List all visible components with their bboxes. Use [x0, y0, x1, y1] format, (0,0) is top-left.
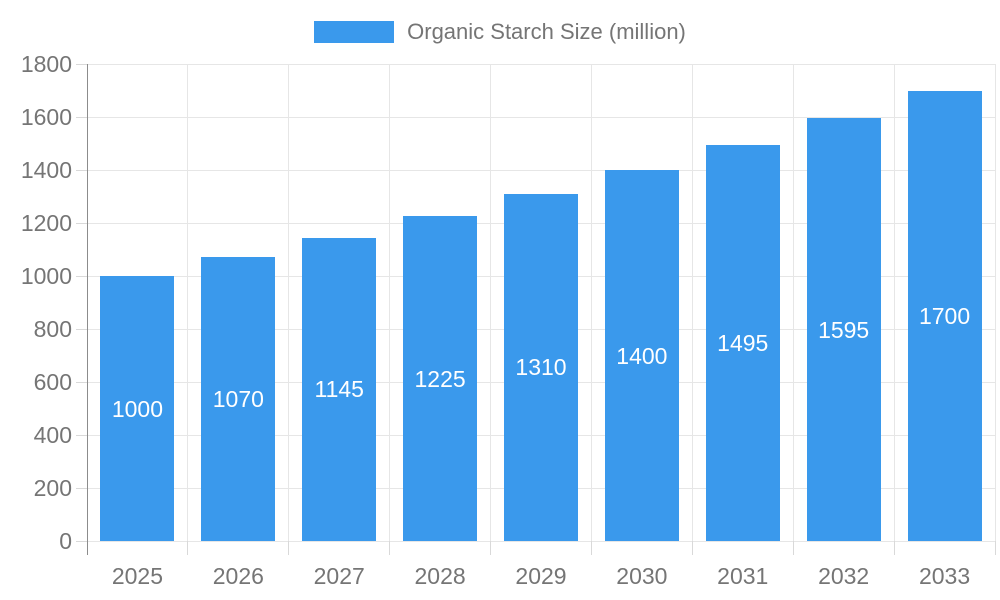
x-tick-label: 2025	[111, 563, 164, 589]
x-axis-tick	[288, 541, 290, 555]
x-gridline	[893, 64, 895, 541]
bar[interactable]	[201, 257, 276, 541]
legend-swatch-icon	[314, 21, 395, 43]
y-axis-tick	[76, 328, 87, 330]
y-axis-tick	[76, 169, 87, 171]
x-tick-label: 2027	[313, 563, 365, 589]
x-axis-tick	[792, 541, 794, 555]
bar-value-label: 1700	[918, 302, 971, 329]
bar-value-label: 1145	[314, 376, 364, 403]
bar[interactable]	[806, 118, 881, 541]
x-axis-tick	[691, 541, 693, 555]
x-axis-tick	[994, 541, 996, 555]
y-tick-label: 1000	[20, 263, 72, 289]
bar[interactable]	[504, 193, 578, 541]
y-axis-line	[86, 64, 88, 555]
x-axis-tick	[893, 541, 895, 555]
y-tick-label: 1600	[20, 104, 72, 130]
bar-value-label: 1225	[414, 365, 466, 392]
x-gridline	[994, 64, 996, 541]
y-gridline	[87, 63, 995, 65]
y-tick-label: 200	[33, 475, 72, 501]
bar[interactable]	[705, 144, 780, 541]
x-gridline	[691, 64, 693, 541]
y-tick-label: 1400	[20, 157, 72, 183]
y-gridline	[87, 116, 995, 118]
y-axis-tick	[76, 222, 87, 224]
x-axis-tick	[389, 541, 391, 555]
y-axis-tick	[76, 63, 87, 65]
y-axis-tick	[76, 434, 87, 436]
x-tick-label: 2031	[717, 563, 769, 589]
y-gridline	[87, 169, 995, 171]
x-axis-tick	[490, 541, 492, 555]
y-axis-tick	[76, 275, 87, 277]
x-gridline	[490, 64, 492, 541]
x-axis-tick	[590, 541, 592, 555]
chart-legend[interactable]: Organic Starch Size (million)	[0, 19, 1000, 45]
x-gridline	[389, 64, 391, 541]
y-axis-tick	[76, 540, 87, 542]
bar[interactable]	[907, 90, 982, 541]
x-gridline	[590, 64, 592, 541]
bar[interactable]	[403, 216, 478, 541]
bar-value-label: 1070	[212, 386, 264, 413]
bar-value-label: 1310	[515, 354, 567, 381]
x-gridline	[187, 64, 189, 541]
x-gridline	[288, 64, 290, 541]
y-gridline	[87, 540, 995, 542]
y-axis-tick	[76, 116, 87, 118]
y-axis-tick	[76, 381, 87, 383]
bar[interactable]	[604, 170, 679, 541]
bar-value-label: 1595	[818, 316, 870, 343]
x-tick-label: 2028	[414, 563, 466, 589]
x-axis-tick	[187, 541, 189, 555]
y-tick-label: 1800	[20, 51, 72, 77]
x-tick-label: 2026	[212, 563, 264, 589]
bar[interactable]	[100, 276, 175, 541]
y-axis-tick	[76, 487, 87, 489]
x-tick-label: 2033	[918, 563, 971, 589]
bar[interactable]	[302, 237, 377, 541]
y-tick-label: 0	[59, 528, 72, 554]
x-gridline	[792, 64, 794, 541]
y-tick-label: 800	[33, 316, 72, 342]
bar-value-label: 1495	[717, 329, 769, 356]
x-tick-label: 2029	[515, 563, 567, 589]
y-tick-label: 600	[33, 369, 72, 395]
x-tick-label: 2032	[818, 563, 870, 589]
bar-value-label: 1000	[111, 395, 164, 422]
legend-label: Organic Starch Size (million)	[407, 19, 686, 44]
bar-value-label: 1400	[616, 342, 668, 369]
y-tick-label: 1200	[20, 210, 72, 236]
x-tick-label: 2030	[616, 563, 668, 589]
y-tick-label: 400	[33, 422, 72, 448]
